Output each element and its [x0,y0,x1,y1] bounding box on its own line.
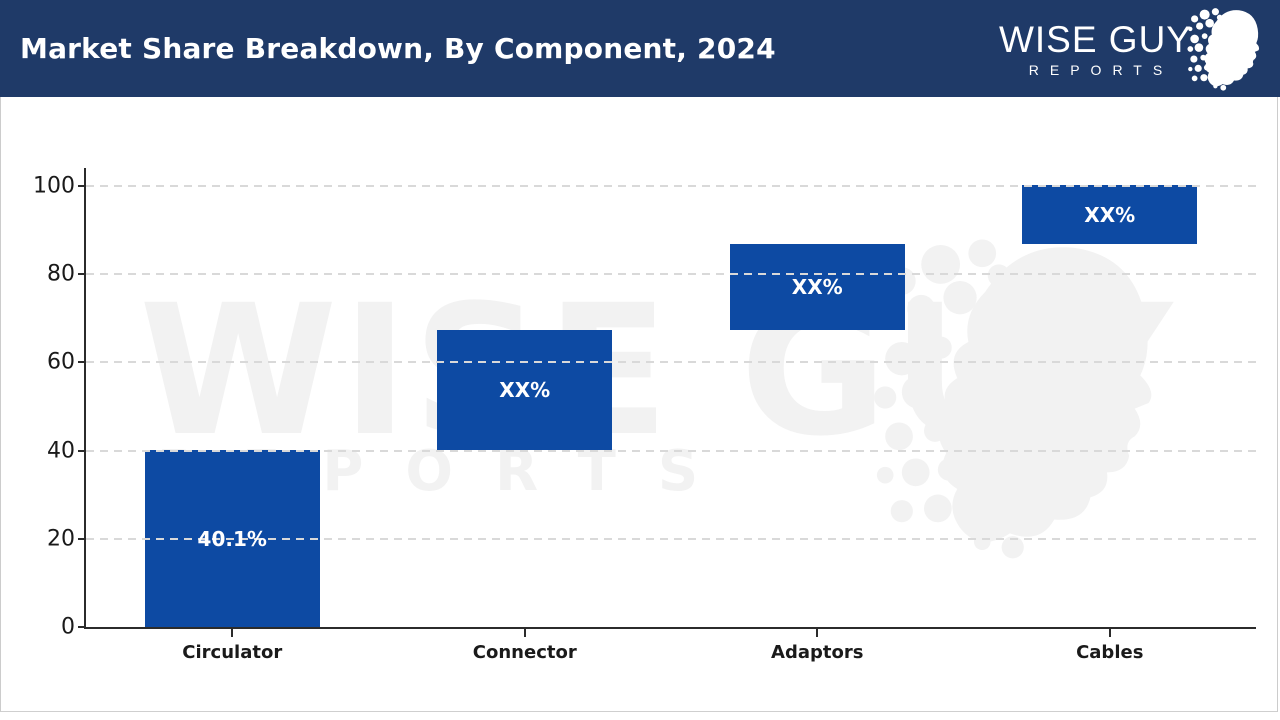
x-tick-mark [816,629,819,637]
y-tick-label: 40 [47,438,75,464]
x-axis-label: Connector [472,642,577,663]
logo-wiseguy-label: WISE GUY [998,18,1192,60]
logo-head-icon [1187,7,1260,91]
y-tick-label: 60 [47,349,75,375]
y-axis-line [84,168,86,629]
x-axis-line [84,627,1256,629]
y-tick-mark [78,361,86,364]
y-tick-mark [78,449,86,452]
y-tick-label: 20 [47,526,75,552]
y-gridline [86,361,1256,364]
x-axis-label: Circulator [182,642,283,663]
x-tick-mark [1108,629,1111,637]
logo-reports-label: REPORTS [1028,61,1174,78]
bar-connector [437,330,613,451]
plot-area: 0 20 40 60 80 100 40.1% Circulator XX% Connector X… [1,97,1277,711]
page-title: Market Share Breakdown, By Component, 20… [20,32,776,65]
x-axis-label: Cables [1076,642,1144,663]
y-tick-mark [78,273,86,276]
y-tick-mark [78,185,86,187]
chart-card: WISE GUY REPORTS 0 20 40 60 80 100 40.1% Circul… [0,97,1278,712]
x-axis-label: Adaptors [771,642,864,663]
y-gridline [86,537,1256,540]
x-tick-mark [523,629,526,637]
y-tick-mark [78,626,86,628]
y-gridline [86,185,1256,187]
header-bar: Market Share Breakdown, By Component, 20… [0,0,1280,97]
bar-value-label: 40.1% [197,526,267,551]
logo-text: WISE GUY REPORTS [999,21,1192,77]
bar-value-label: XX% [499,378,551,403]
y-gridline [86,449,1256,452]
wiseguy-logo: WISE GUY REPORTS [999,6,1266,92]
y-tick-label: 100 [33,173,75,199]
bar-value-label: XX% [791,275,843,300]
y-gridline [86,273,1256,276]
y-tick-mark [78,537,86,540]
bar-adaptors [729,244,905,331]
y-tick-label: 0 [61,614,75,640]
bar-value-label: XX% [1084,202,1136,227]
x-tick-mark [231,629,234,637]
y-tick-label: 80 [47,261,75,287]
bar-cables [1022,185,1198,245]
